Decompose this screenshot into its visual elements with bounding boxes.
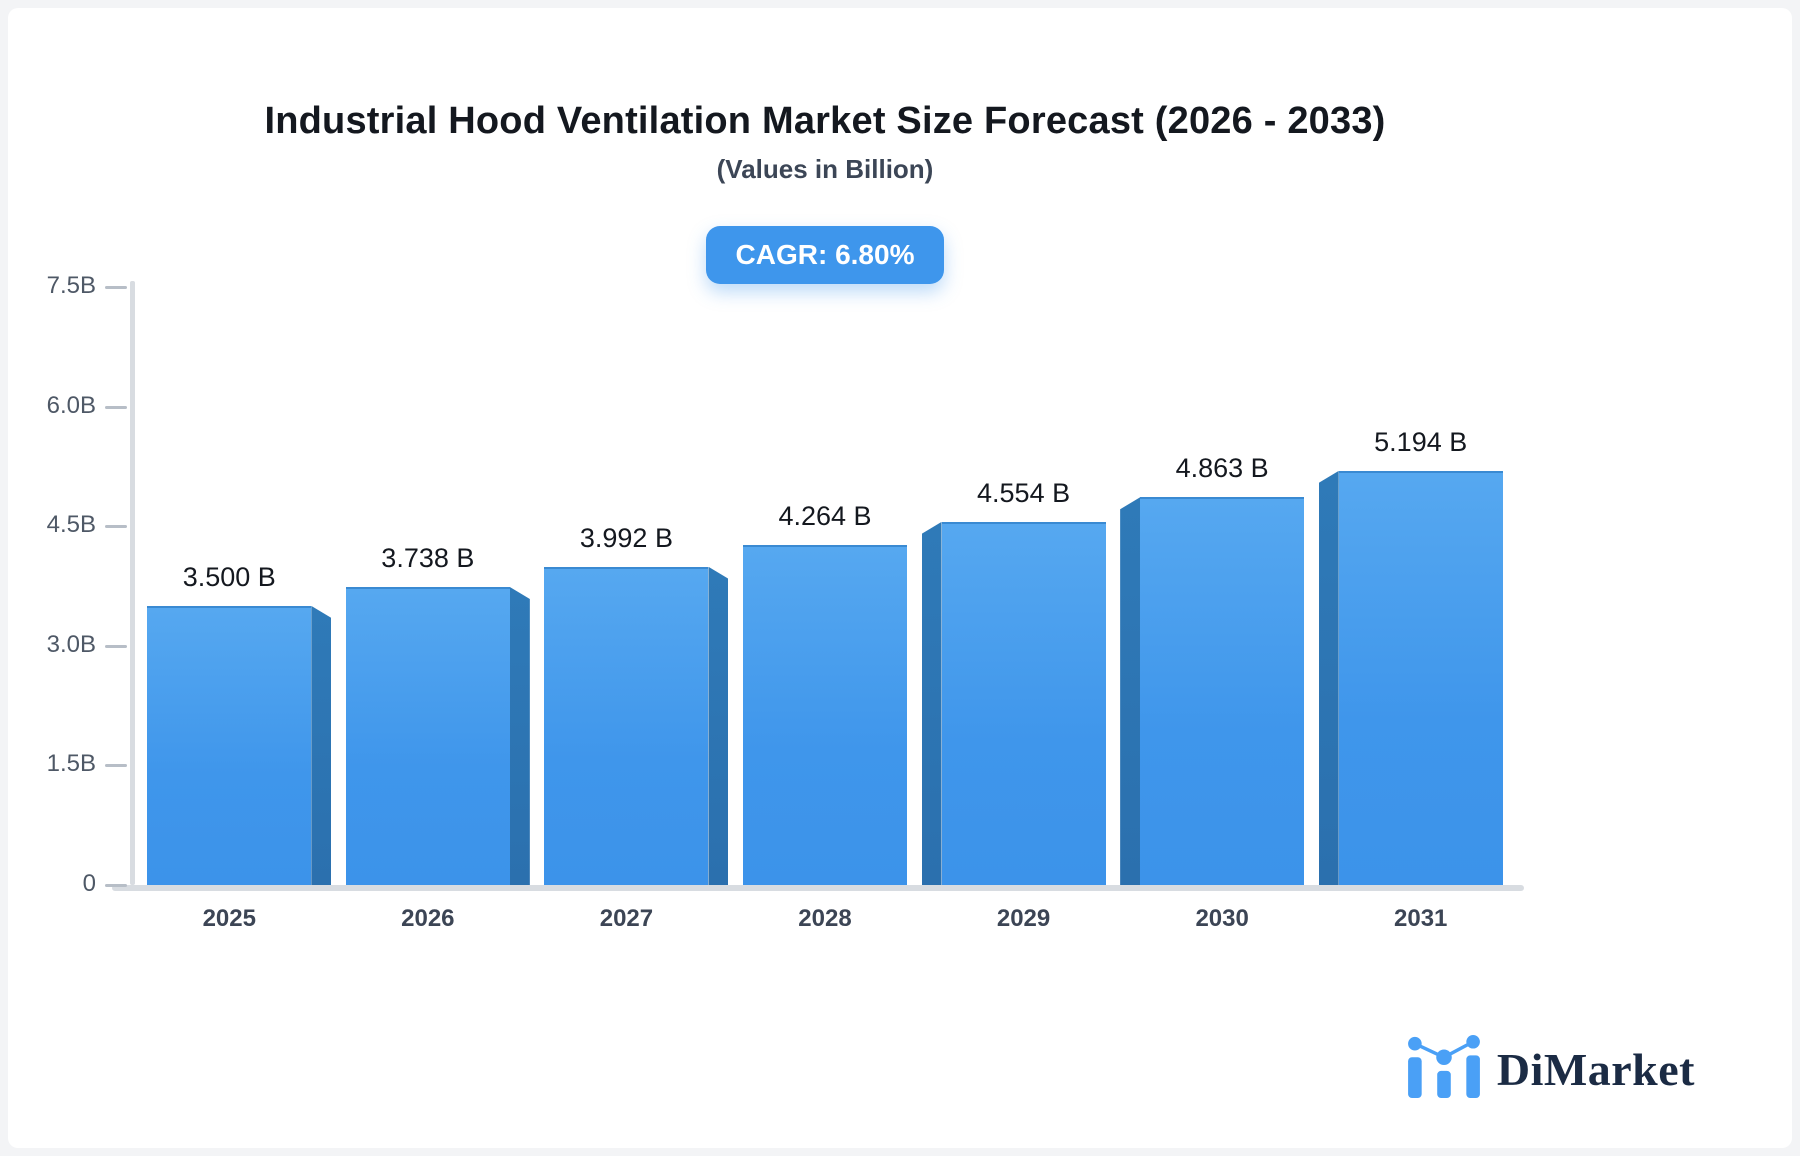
bar-value-label: 3.992 B — [579, 522, 673, 553]
y-tick-label: 0 — [82, 870, 96, 897]
bar-2028 — [743, 545, 907, 885]
bar-value-label: 5.194 B — [1374, 426, 1468, 457]
chart-subtitle: (Values in Billion) — [716, 154, 934, 184]
bar-value-label: 4.264 B — [778, 501, 872, 532]
x-tick-label: 2027 — [599, 905, 654, 932]
x-tick-label: 2031 — [1394, 905, 1448, 932]
x-tick-label: 2026 — [401, 905, 455, 932]
cagr-badge: CAGR: 6.80% — [705, 226, 945, 284]
y-tick-label: 3.0B — [46, 630, 96, 658]
y-tick-mark — [105, 405, 127, 409]
bar-chart-plot: 7.5B 6.0B 4.5B 3.0B 1.5B 0 3.500 B 2025 3.738 B 2… — [8, 8, 1792, 1148]
bar-value-label: 3.500 B — [182, 561, 276, 592]
y-tick-mark — [105, 525, 127, 529]
bar-2029 — [941, 521, 1106, 885]
y-tick-label: 4.5B — [46, 511, 96, 539]
y-tick-label: 1.5B — [46, 750, 96, 778]
y-tick-label: 6.0B — [46, 391, 96, 419]
bar-side-panel — [509, 586, 530, 885]
bar-value-label: 4.863 B — [1175, 453, 1269, 484]
y-tick-mark — [105, 644, 127, 648]
bar-side-panel — [921, 521, 942, 885]
y-tick-mark — [105, 884, 127, 887]
bar-2027 — [544, 566, 709, 885]
y-axis-line — [130, 281, 135, 885]
bar-side-panel — [311, 605, 332, 885]
bar-side-panel — [1318, 470, 1339, 885]
y-tick-mark — [105, 286, 127, 289]
bar-line-chart-icon — [1405, 1034, 1483, 1105]
x-axis-line — [112, 885, 1524, 891]
bar-2025 — [147, 605, 312, 885]
page-title: Industrial Hood Ventilation Market Size … — [264, 100, 1386, 142]
bar-2031 — [1338, 470, 1503, 885]
bar-side-panel — [708, 566, 729, 885]
bar-value-label: 3.738 B — [381, 542, 475, 573]
bar-2030 — [1140, 497, 1305, 885]
x-tick-label: 2025 — [202, 905, 256, 932]
brand-logo: DiMarket — [1405, 1034, 1695, 1105]
x-tick-label: 2029 — [996, 905, 1051, 932]
bar-value-label: 4.554 B — [977, 477, 1071, 508]
x-tick-label: 2028 — [798, 905, 852, 932]
brand-name: DiMarket — [1496, 1044, 1695, 1095]
bar-side-panel — [1120, 497, 1141, 885]
chart-card: Industrial Hood Ventilation Market Size … — [8, 8, 1792, 1148]
x-tick-label: 2030 — [1195, 905, 1249, 932]
y-tick-label: 7.5B — [46, 272, 96, 299]
y-tick-mark — [105, 764, 127, 768]
cagr-badge-row: CAGR: 6.80% — [8, 226, 1642, 284]
bar-2026 — [345, 586, 510, 885]
